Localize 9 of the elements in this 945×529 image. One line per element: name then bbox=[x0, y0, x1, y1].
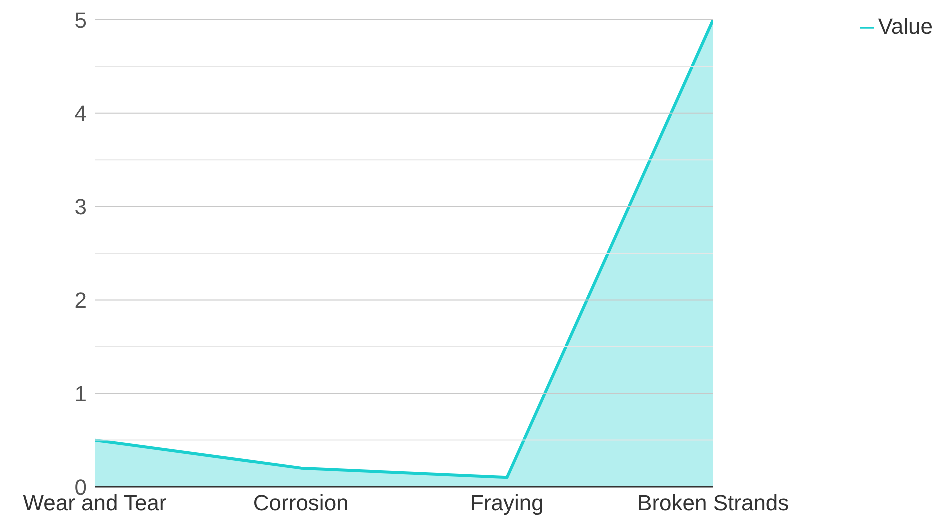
y-tick-label: 5 bbox=[74, 8, 87, 33]
x-tick-label: Fraying bbox=[470, 490, 544, 516]
y-tick-label: 3 bbox=[74, 194, 87, 220]
y-tick-label: 2 bbox=[74, 288, 87, 314]
x-tick-label: Broken Strands bbox=[638, 490, 790, 516]
y-tick-label: 1 bbox=[74, 381, 87, 406]
legend-label: Value bbox=[878, 14, 933, 39]
y-tick-label: 4 bbox=[74, 101, 87, 126]
x-tick-label: Corrosion bbox=[253, 490, 349, 516]
